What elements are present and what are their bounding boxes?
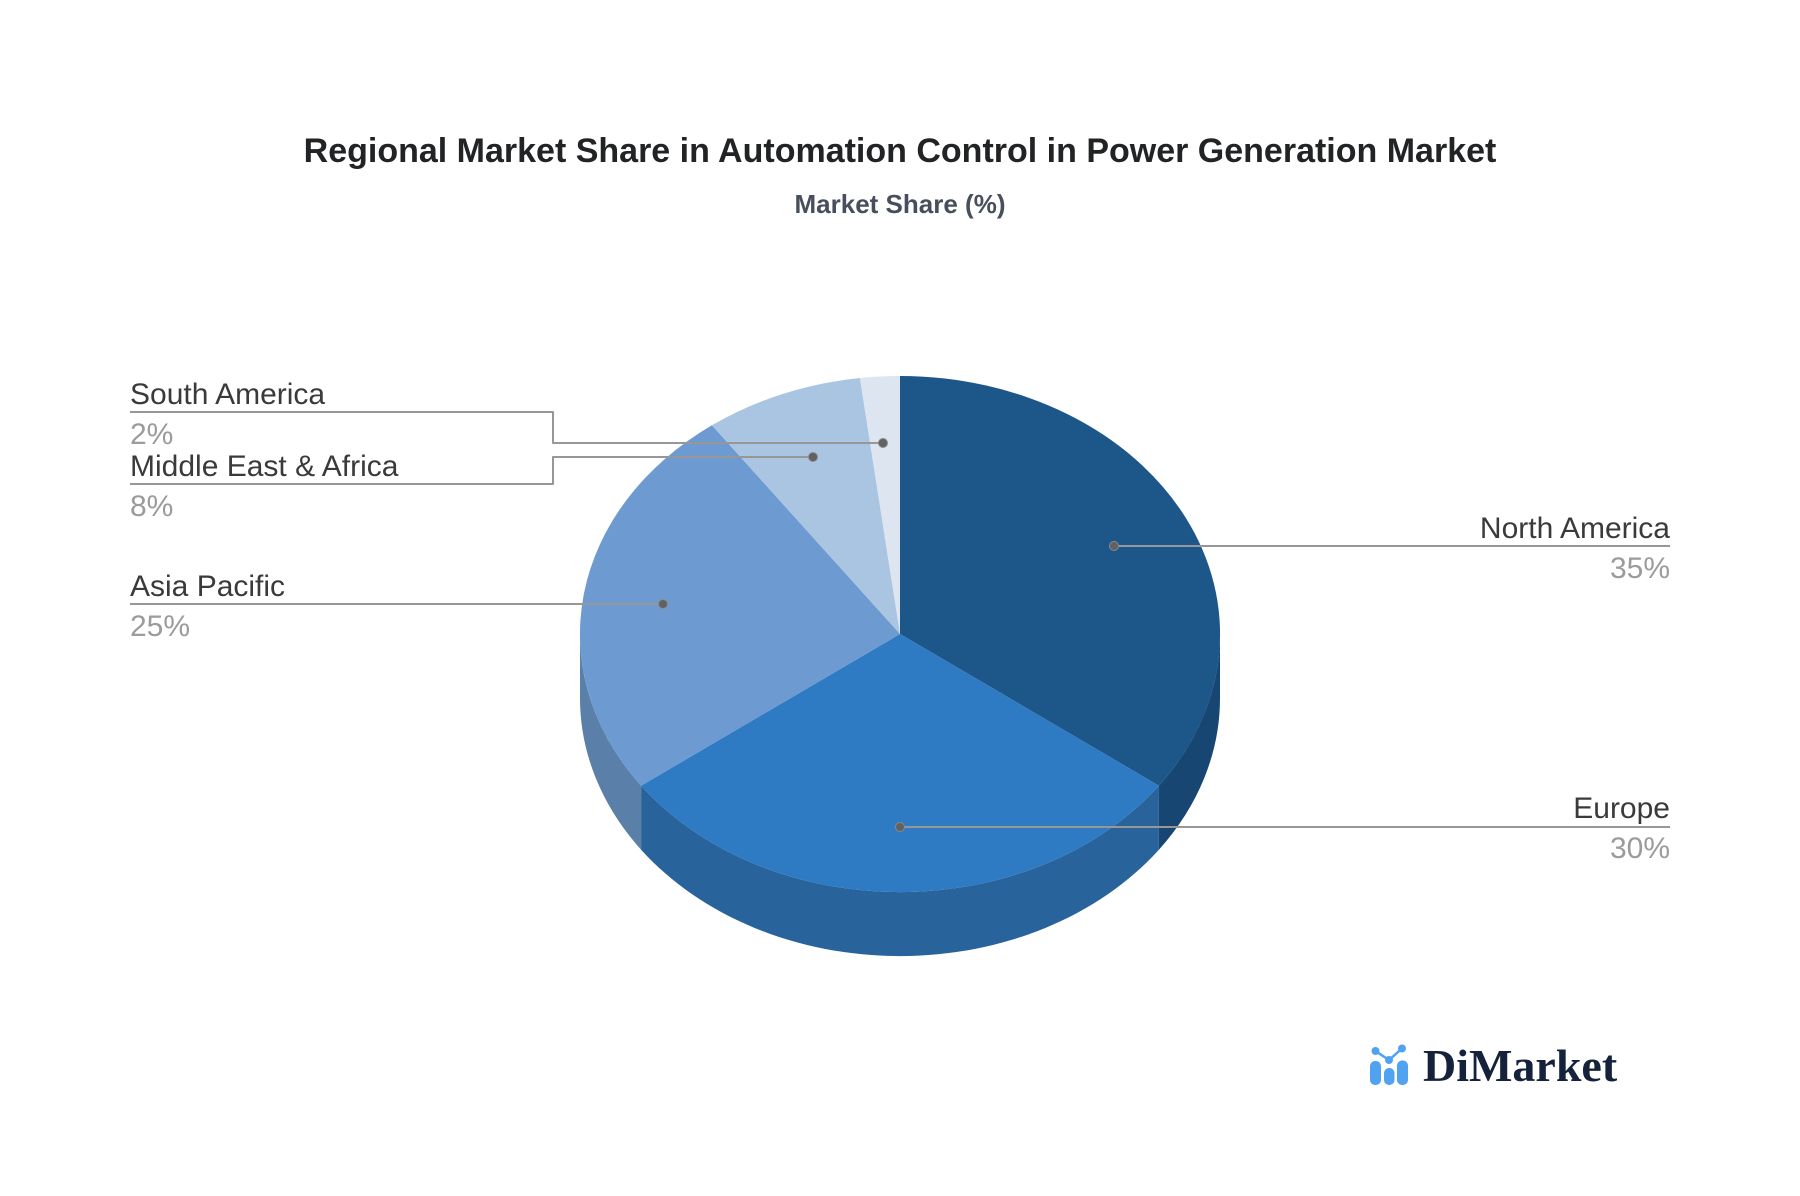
callout-dot-europe bbox=[895, 822, 905, 832]
pie-side-europe bbox=[641, 785, 1159, 957]
pie-slice-asia-pacific[interactable] bbox=[579, 425, 900, 786]
label-asia-pacific-value: 25% bbox=[130, 610, 191, 643]
label-north-america: North America 35% bbox=[1480, 512, 1670, 586]
label-south-america-value: 2% bbox=[130, 418, 174, 451]
callout-dot-north-america bbox=[1109, 541, 1119, 551]
label-europe: Europe 30% bbox=[1573, 792, 1670, 866]
label-middle-east-africa: Middle East & Africa 8% bbox=[130, 450, 398, 524]
chart-subtitle: Market Share (%) bbox=[794, 189, 1006, 219]
callout-dot-middle-east-africa bbox=[808, 452, 818, 462]
pie-slice-south-america[interactable] bbox=[859, 375, 900, 634]
label-middle-east-africa-name: Middle East & Africa bbox=[130, 450, 399, 483]
pie-side-asia-pacific bbox=[580, 634, 642, 850]
label-north-america-value: 35% bbox=[1609, 552, 1670, 585]
pie-side-north-america bbox=[1158, 634, 1220, 850]
label-europe-value: 30% bbox=[1609, 832, 1670, 865]
brand-logo: DiMarket bbox=[1366, 1040, 1617, 1090]
pie-slice-north-america[interactable] bbox=[900, 376, 1221, 786]
label-asia-pacific-name: Asia Pacific bbox=[130, 570, 286, 603]
label-north-america-name: North America bbox=[1479, 512, 1670, 545]
bar-chart-logo-icon bbox=[1370, 1044, 1408, 1085]
callout-line-middle-east-africa bbox=[130, 456, 813, 485]
label-asia-pacific: Asia Pacific 25% bbox=[130, 570, 285, 644]
callout-line-south-america bbox=[130, 411, 883, 444]
callout-dot-south-america bbox=[878, 438, 888, 448]
label-south-america: South America 2% bbox=[130, 378, 325, 452]
label-middle-east-africa-value: 8% bbox=[130, 490, 174, 523]
label-europe-name: Europe bbox=[1573, 792, 1670, 825]
chart-title: Regional Market Share in Automation Cont… bbox=[303, 132, 1497, 170]
brand-logo-text: DiMarket bbox=[1423, 1040, 1618, 1091]
label-south-america-name: South America bbox=[130, 378, 326, 411]
callout-dot-asia-pacific bbox=[658, 599, 668, 609]
